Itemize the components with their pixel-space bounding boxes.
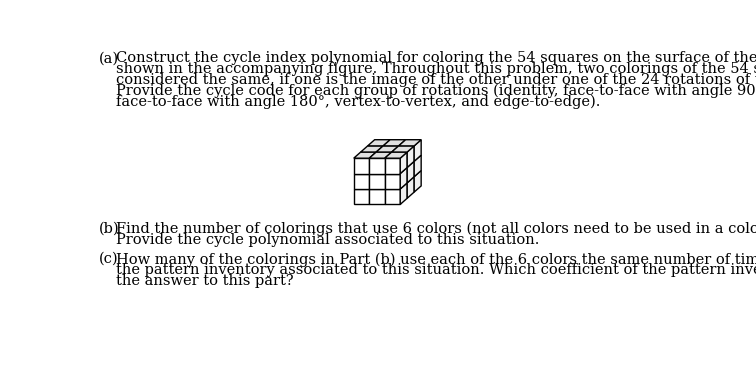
Polygon shape	[354, 158, 369, 174]
Polygon shape	[367, 140, 390, 146]
Polygon shape	[414, 155, 421, 177]
Polygon shape	[392, 146, 414, 152]
Text: face-to-face with angle 180°, vertex-to-vertex, and edge-to-edge).: face-to-face with angle 180°, vertex-to-…	[116, 94, 600, 109]
Text: the answer to this part?: the answer to this part?	[116, 274, 294, 288]
Polygon shape	[369, 174, 385, 189]
Polygon shape	[407, 161, 414, 183]
Text: (b): (b)	[98, 222, 119, 236]
Polygon shape	[354, 152, 376, 158]
Polygon shape	[369, 189, 385, 204]
Polygon shape	[407, 146, 414, 167]
Polygon shape	[385, 152, 407, 158]
Polygon shape	[400, 152, 407, 174]
Polygon shape	[385, 174, 400, 189]
Polygon shape	[354, 174, 369, 189]
Text: (a): (a)	[98, 51, 119, 65]
Polygon shape	[385, 189, 400, 204]
Polygon shape	[376, 146, 398, 152]
Polygon shape	[407, 177, 414, 198]
Polygon shape	[400, 183, 407, 204]
Polygon shape	[414, 171, 421, 192]
Text: How many of the colorings in Part (b) use each of the 6 colors the same number o: How many of the colorings in Part (b) us…	[116, 252, 756, 267]
Polygon shape	[369, 152, 392, 158]
Polygon shape	[361, 146, 383, 152]
Text: Construct the cycle index polynomial for coloring the 54 squares on the surface : Construct the cycle index polynomial for…	[116, 51, 756, 65]
Text: the pattern inventory associated to this situation. Which coefficient of the pat: the pattern inventory associated to this…	[116, 263, 756, 277]
Text: (c): (c)	[98, 252, 118, 266]
Text: Provide the cycle polynomial associated to this situation.: Provide the cycle polynomial associated …	[116, 233, 540, 247]
Text: considered the same, if one is the image of the other under one of the 24 rotati: considered the same, if one is the image…	[116, 73, 756, 87]
Polygon shape	[354, 189, 369, 204]
Polygon shape	[385, 158, 400, 174]
Polygon shape	[414, 140, 421, 161]
Polygon shape	[398, 140, 421, 146]
Polygon shape	[369, 158, 385, 174]
Text: Find the number of colorings that use 6 colors (not all colors need to be used i: Find the number of colorings that use 6 …	[116, 222, 756, 237]
Polygon shape	[400, 167, 407, 189]
Polygon shape	[383, 140, 406, 146]
Text: Provide the cycle code for each group of rotations (identity, face-to-face with : Provide the cycle code for each group of…	[116, 84, 756, 98]
Text: shown in the accompanying figure. Throughout this problem, two colorings of the : shown in the accompanying figure. Throug…	[116, 62, 756, 76]
